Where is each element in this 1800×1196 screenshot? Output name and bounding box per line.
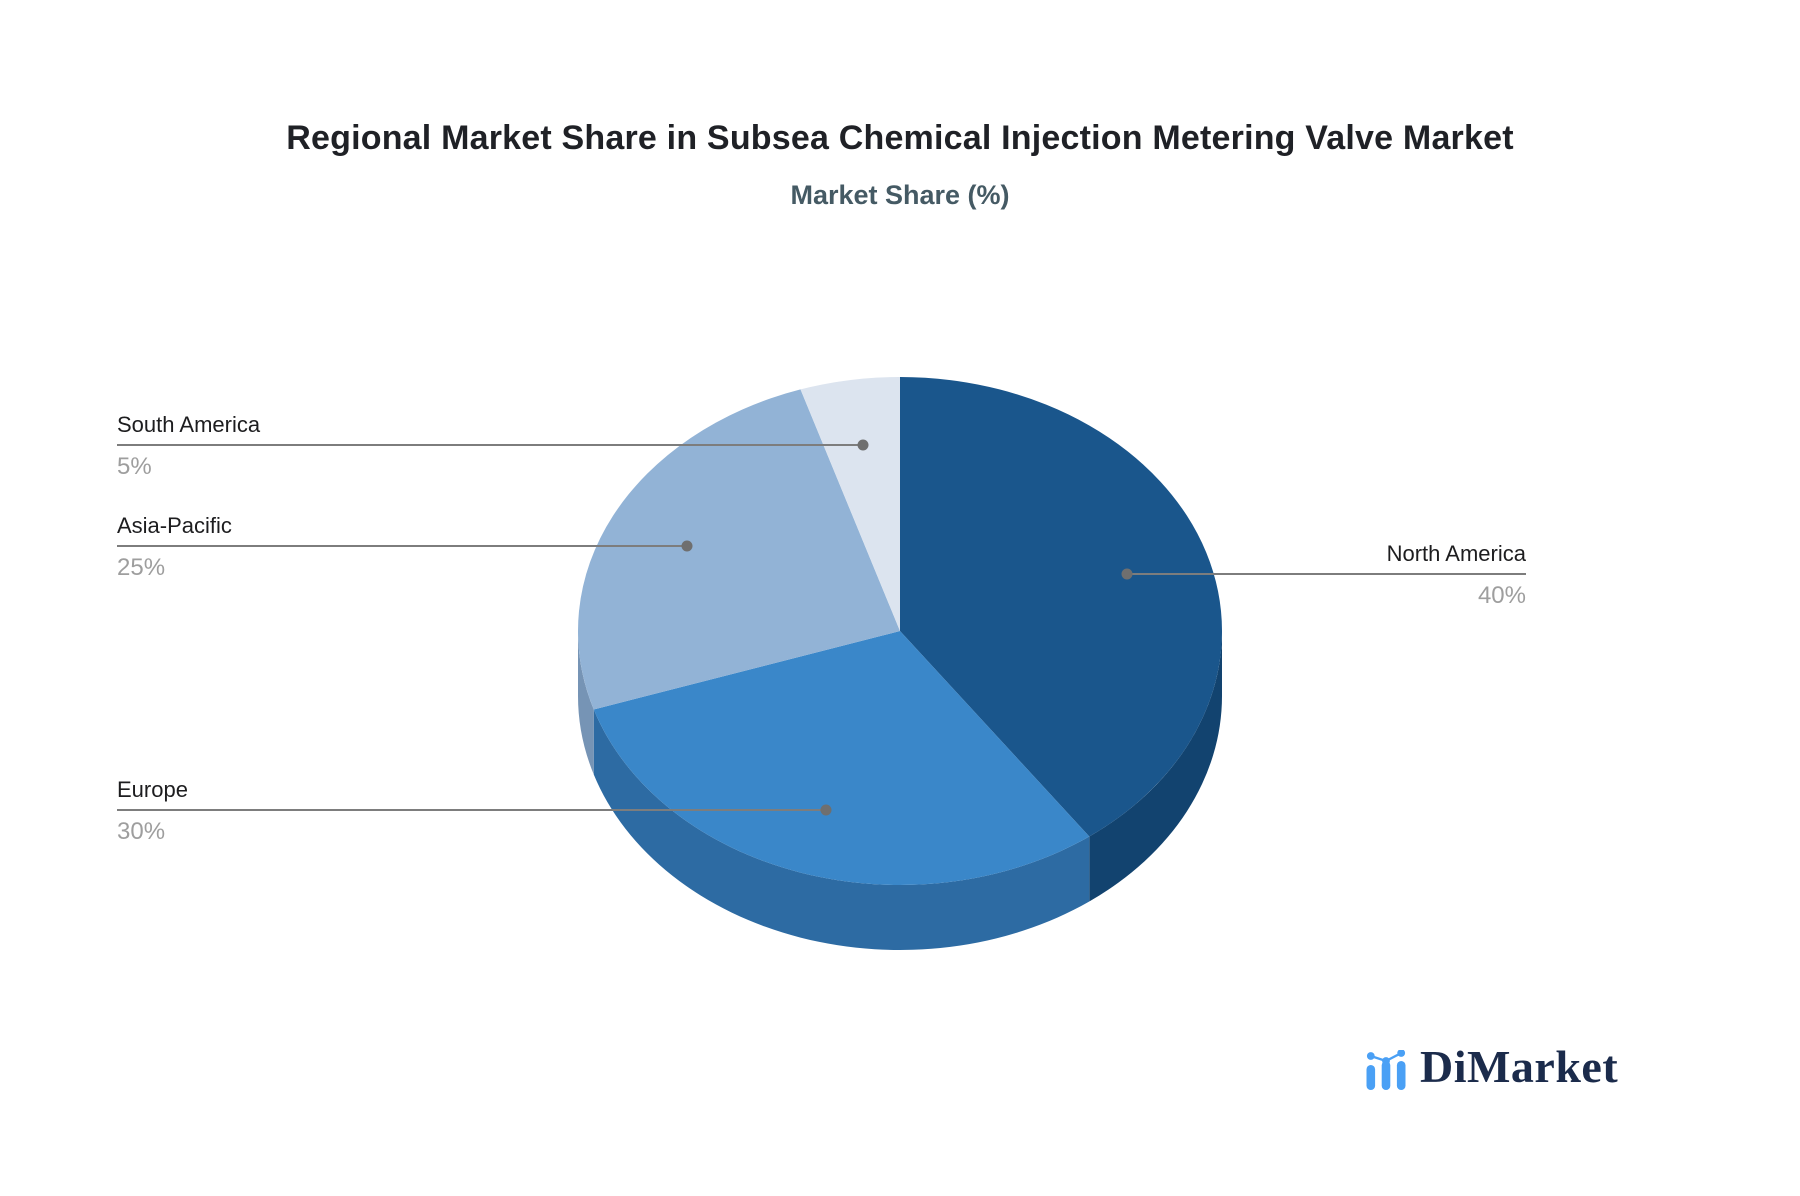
callout-dot-south-america — [857, 439, 869, 451]
chart-subtitle: Market Share (%) — [790, 180, 1010, 210]
callout-value-europe: 30% — [117, 818, 166, 845]
callout-label-south-america: South America — [117, 412, 261, 437]
pie-slice-north-america[interactable] — [900, 377, 1223, 837]
callout-dot-europe — [820, 804, 832, 816]
brand-name: DiMarket — [1420, 1041, 1619, 1092]
brand-logo: DiMarket — [1366, 1044, 1618, 1090]
pie-slice-europe[interactable] — [593, 631, 1090, 886]
callout-value-north-america: 40% — [1477, 582, 1526, 609]
callout-dot-north-america — [1121, 568, 1133, 580]
pie-slice-side-europe — [593, 709, 1090, 951]
pie-slice-side-asia-pacific — [578, 631, 594, 775]
pie-slice-side-north-america — [1089, 631, 1222, 902]
bar-chart-sparkline-icon — [1366, 1050, 1406, 1090]
callout-label-north-america: North America — [1386, 541, 1526, 566]
chart-title: Regional Market Share in Subsea Chemical… — [286, 119, 1514, 157]
callout-label-europe: Europe — [117, 777, 188, 802]
callout-dot-asia-pacific — [681, 540, 693, 552]
callout-value-south-america: 5% — [117, 453, 152, 480]
pie-slice-asia-pacific[interactable] — [578, 389, 900, 710]
callout-label-asia-pacific: Asia-Pacific — [117, 513, 232, 538]
callout-value-asia-pacific: 25% — [117, 554, 166, 581]
pie-slice-south-america[interactable] — [800, 377, 901, 631]
